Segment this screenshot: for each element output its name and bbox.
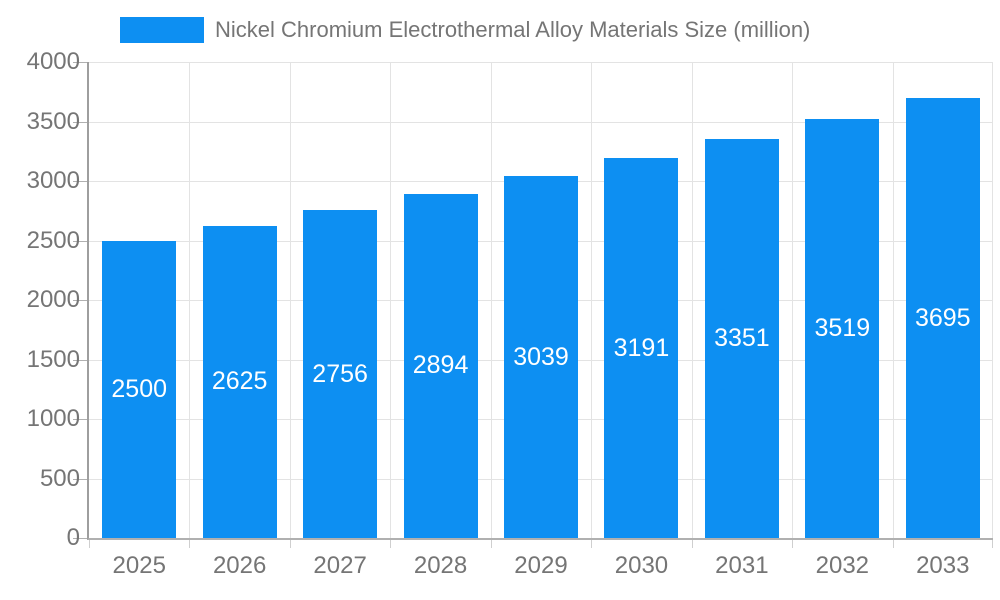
bar-value-label: 2894 (412, 351, 469, 380)
y-tick (73, 121, 87, 123)
y-tick (73, 300, 87, 301)
x-tick (89, 540, 90, 548)
x-axis-label: 2030 (614, 552, 669, 579)
y-tick (73, 240, 87, 242)
x-tick (992, 540, 993, 548)
x-gridline (189, 62, 191, 538)
y-axis-label: 3500 (26, 107, 80, 135)
x-axis-label: 2033 (916, 552, 970, 579)
bar-value-label: 3351 (714, 324, 770, 353)
y-tick (73, 359, 87, 361)
x-axis-label: 2028 (413, 552, 468, 579)
bar[interactable]: 3695 (905, 98, 980, 538)
legend[interactable]: Nickel Chromium Electrothermal Alloy Mat… (120, 13, 810, 47)
plot-area: 0 500 1000 1500 2000 2500 3000 3500 4000 2500 2025… (27, 48, 993, 579)
bar[interactable]: 2894 (403, 193, 478, 538)
bar[interactable]: 2500 (102, 240, 177, 538)
y-tick (73, 478, 87, 480)
y-axis-label: 1500 (26, 345, 80, 373)
x-tick (691, 540, 693, 548)
y-axis-label: 500 (39, 464, 80, 492)
y-axis-label: 1000 (26, 405, 80, 432)
x-gridline (591, 62, 593, 538)
x-gridline (691, 62, 693, 538)
x-gridline (992, 62, 993, 538)
x-gridline (289, 62, 291, 538)
y-axis-label: 0 (66, 524, 80, 551)
bar-value-label: 3191 (613, 333, 670, 362)
bar-value-label: 2756 (312, 359, 368, 388)
y-gridline (89, 121, 993, 123)
bar-value-label: 3039 (513, 342, 569, 371)
x-tick (289, 540, 291, 548)
x-axis-label: 2032 (815, 552, 870, 579)
y-tick (73, 62, 87, 63)
bar[interactable]: 3191 (604, 158, 679, 538)
x-axis-label: 2029 (514, 552, 568, 579)
x-tick (792, 540, 794, 548)
x-tick (490, 540, 492, 548)
bar[interactable]: 2625 (202, 225, 277, 538)
x-axis-label: 2026 (212, 552, 267, 579)
x-tick (892, 540, 894, 548)
x-axis-label: 2027 (313, 552, 367, 579)
x-gridline (792, 62, 794, 538)
x-gridline (390, 62, 392, 538)
bar[interactable]: 3519 (805, 119, 880, 538)
bar[interactable]: 3039 (504, 176, 578, 538)
x-axis-label: 2031 (715, 552, 769, 579)
x-tick (189, 540, 191, 548)
x-gridline (490, 62, 492, 538)
y-axis-label: 2500 (26, 226, 80, 254)
y-axis-label: 3000 (26, 167, 80, 194)
y-axis-label: 2000 (26, 286, 80, 313)
legend-swatch-icon (120, 17, 204, 43)
y-tick (73, 419, 87, 420)
legend-label: Nickel Chromium Electrothermal Alloy Mat… (215, 17, 811, 42)
bar-value-label: 2625 (211, 367, 268, 396)
x-tick (591, 540, 593, 548)
x-gridline (892, 62, 894, 538)
y-axis-label: 4000 (26, 48, 80, 75)
bar-value-label: 3695 (914, 303, 971, 332)
y-tick (73, 538, 87, 539)
bar[interactable]: 3351 (704, 139, 779, 538)
bar[interactable]: 2756 (303, 210, 378, 538)
bar-value-label: 2500 (111, 374, 168, 403)
bar-value-label: 3519 (814, 314, 871, 343)
x-axis-label: 2025 (112, 552, 166, 579)
x-tick (390, 540, 392, 548)
y-tick (73, 181, 87, 182)
y-gridline (89, 62, 993, 63)
